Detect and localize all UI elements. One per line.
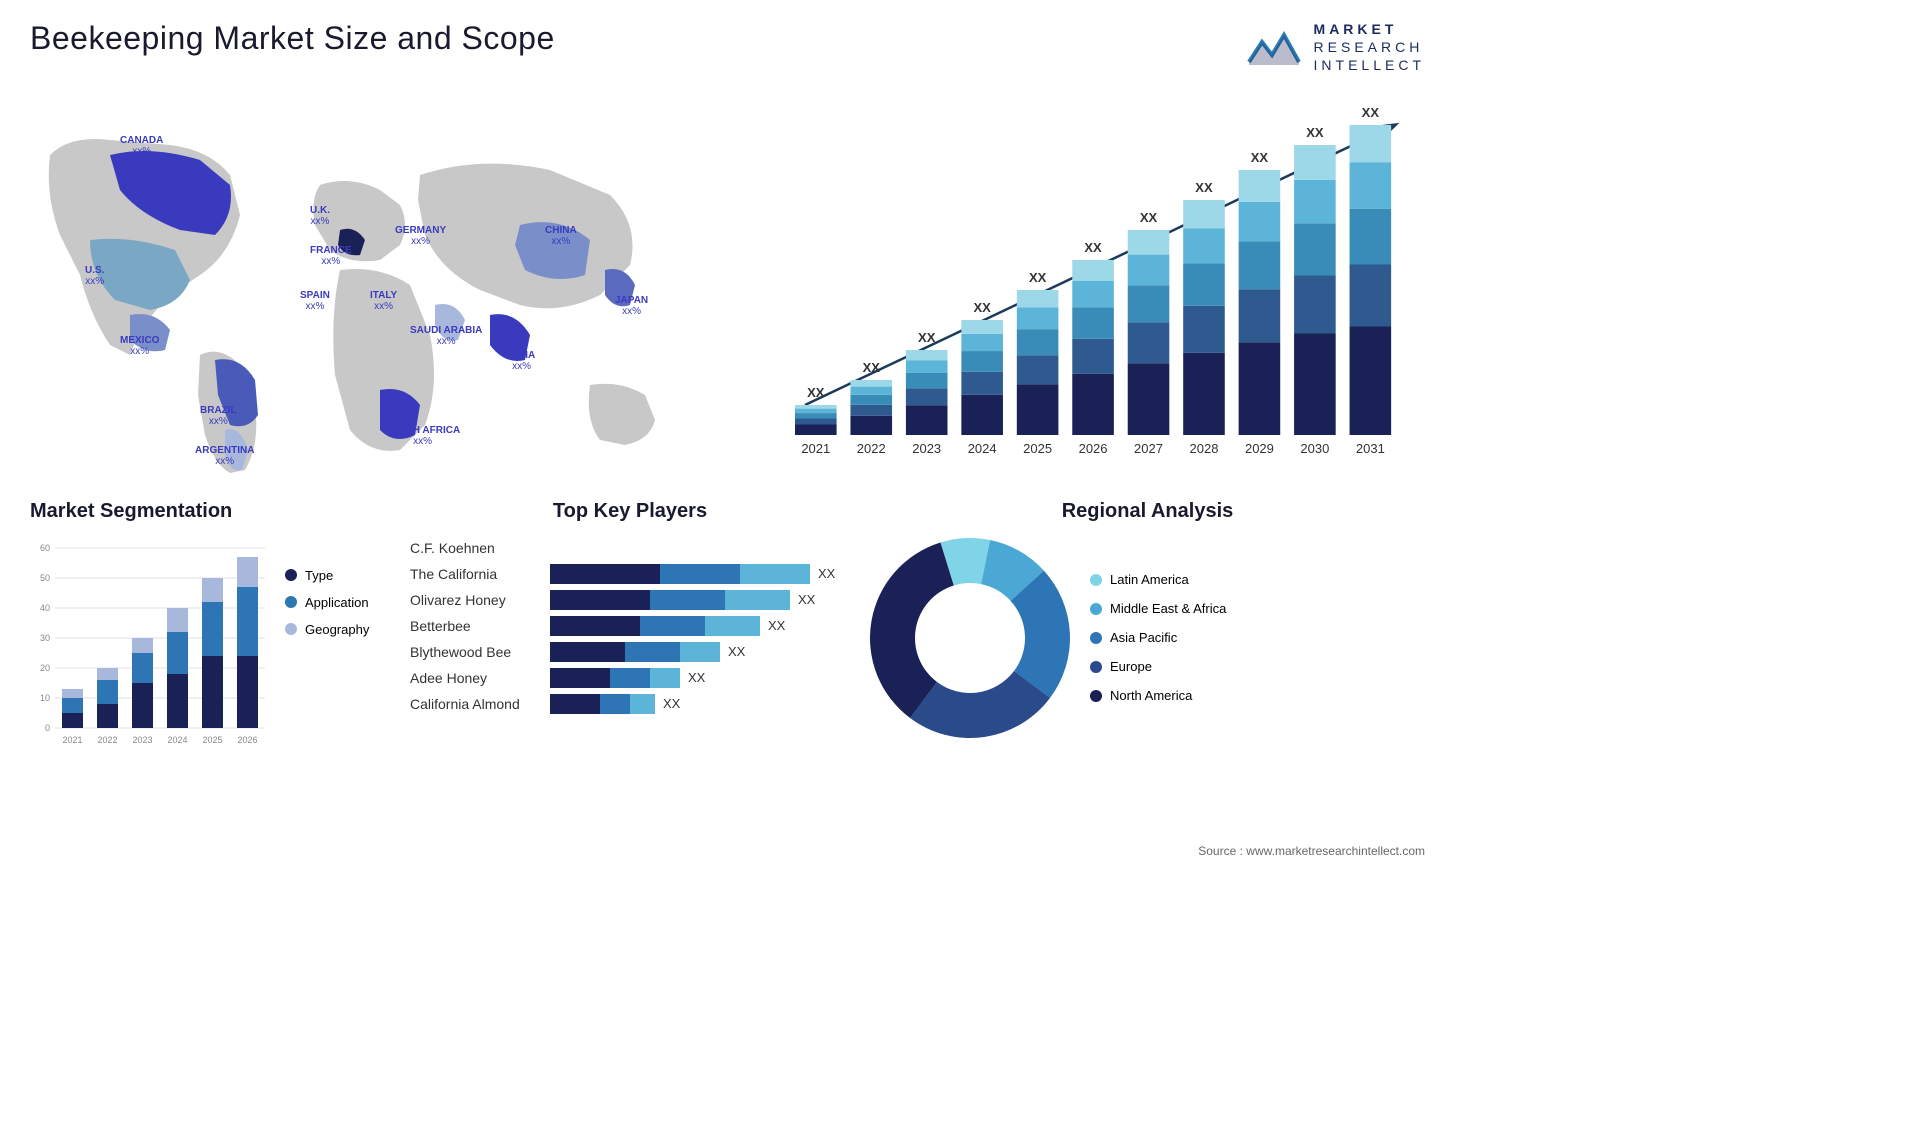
top-row: CANADAxx% U.S.xx% MEXICOxx% BRAZILxx% ARGENT… [30, 95, 1425, 475]
svg-text:XX: XX [1362, 105, 1380, 120]
map-label: JAPANxx% [615, 295, 648, 317]
svg-text:2023: 2023 [912, 441, 941, 456]
svg-text:XX: XX [1306, 125, 1324, 140]
donut-chart [870, 538, 1070, 738]
svg-text:2021: 2021 [62, 735, 82, 745]
player-row: BetterbeeXX [410, 616, 850, 636]
player-row: California AlmondXX [410, 694, 850, 714]
svg-text:40: 40 [40, 603, 50, 613]
svg-text:XX: XX [1084, 240, 1102, 255]
legend-item: Geography [285, 622, 369, 637]
legend-item: Latin America [1090, 572, 1226, 587]
map-label: SPAINxx% [300, 290, 330, 312]
legend-item: Europe [1090, 659, 1226, 674]
legend-item: North America [1090, 688, 1226, 703]
svg-text:2028: 2028 [1190, 441, 1219, 456]
svg-text:XX: XX [863, 360, 881, 375]
world-map: CANADAxx% U.S.xx% MEXICOxx% BRAZILxx% ARGENT… [30, 95, 745, 475]
svg-text:XX: XX [807, 385, 825, 400]
svg-text:XX: XX [918, 330, 936, 345]
segmentation-title: Market Segmentation [30, 500, 390, 523]
growth-chart: XX 2021 XX 2022 XX 2023 XX 2024 XX 2025 XX 2026 XX 20… [775, 95, 1425, 475]
svg-text:XX: XX [1195, 180, 1213, 195]
svg-text:60: 60 [40, 543, 50, 553]
svg-text:10: 10 [40, 693, 50, 703]
map-label: BRAZILxx% [200, 405, 237, 427]
player-row: The CaliforniaXX [410, 564, 850, 584]
svg-text:2026: 2026 [237, 735, 257, 745]
player-row: C.F. Koehnen [410, 538, 850, 558]
map-label: INDIAxx% [508, 350, 535, 372]
page-title: Beekeeping Market Size and Scope [30, 20, 555, 57]
segmentation-panel: Market Segmentation 0 10 20 30 40 50 60 2021 202… [30, 500, 390, 748]
segmentation-legend: Type Application Geography [285, 568, 369, 748]
players-list: C.F. Koehnen The CaliforniaXX Olivarez Hon… [410, 538, 850, 714]
map-label: U.K.xx% [310, 205, 330, 227]
svg-text:20: 20 [40, 663, 50, 673]
svg-text:2031: 2031 [1356, 441, 1385, 456]
svg-text:50: 50 [40, 573, 50, 583]
player-row: Adee HoneyXX [410, 668, 850, 688]
svg-text:30: 30 [40, 633, 50, 643]
legend-item: Type [285, 568, 369, 583]
map-label: ITALYxx% [370, 290, 397, 312]
regional-panel: Regional Analysis Latin America Middle Ea… [870, 500, 1425, 748]
svg-text:2021: 2021 [801, 441, 830, 456]
svg-text:2024: 2024 [167, 735, 187, 745]
svg-text:2022: 2022 [857, 441, 886, 456]
legend-item: Application [285, 595, 369, 610]
svg-text:2030: 2030 [1300, 441, 1329, 456]
map-label: ARGENTINAxx% [195, 445, 254, 467]
legend-item: Middle East & Africa [1090, 601, 1226, 616]
svg-text:2029: 2029 [1245, 441, 1274, 456]
svg-text:XX: XX [1251, 150, 1269, 165]
map-label: SAUDI ARABIAxx% [410, 325, 482, 347]
source-text: Source : www.marketresearchintellect.com [1198, 844, 1425, 858]
logo-icon [1244, 27, 1304, 67]
logo-text: MARKET RESEARCH INTELLECT [1314, 20, 1425, 75]
svg-text:2025: 2025 [202, 735, 222, 745]
svg-text:XX: XX [973, 300, 991, 315]
svg-text:2027: 2027 [1134, 441, 1163, 456]
svg-text:XX: XX [1029, 270, 1047, 285]
svg-text:2025: 2025 [1023, 441, 1052, 456]
players-title: Top Key Players [410, 500, 850, 523]
segmentation-chart: 0 10 20 30 40 50 60 2021 2022 2023 2024 2025 2026 [30, 538, 270, 748]
regional-legend: Latin America Middle East & Africa Asia Pa… [1090, 572, 1226, 703]
players-panel: Top Key Players C.F. Koehnen The Californ… [410, 500, 850, 748]
map-label: U.S.xx% [85, 265, 104, 287]
player-row: Blythewood BeeXX [410, 642, 850, 662]
svg-text:2026: 2026 [1079, 441, 1108, 456]
map-label: GERMANYxx% [395, 225, 446, 247]
svg-text:XX: XX [1140, 210, 1158, 225]
header: Beekeeping Market Size and Scope MARKET … [30, 20, 1425, 75]
svg-text:2023: 2023 [132, 735, 152, 745]
bottom-row: Market Segmentation 0 10 20 30 40 50 60 2021 202… [30, 500, 1425, 748]
map-label: SOUTH AFRICAxx% [385, 425, 460, 447]
map-label: MEXICOxx% [120, 335, 159, 357]
legend-item: Asia Pacific [1090, 630, 1226, 645]
regional-title: Regional Analysis [870, 500, 1425, 523]
player-row: Olivarez HoneyXX [410, 590, 850, 610]
svg-text:2024: 2024 [968, 441, 997, 456]
map-label: CANADAxx% [120, 135, 163, 157]
logo: MARKET RESEARCH INTELLECT [1244, 20, 1425, 75]
map-label: FRANCExx% [310, 245, 352, 267]
map-label: CHINAxx% [545, 225, 577, 247]
svg-text:0: 0 [45, 723, 50, 733]
svg-text:2022: 2022 [97, 735, 117, 745]
